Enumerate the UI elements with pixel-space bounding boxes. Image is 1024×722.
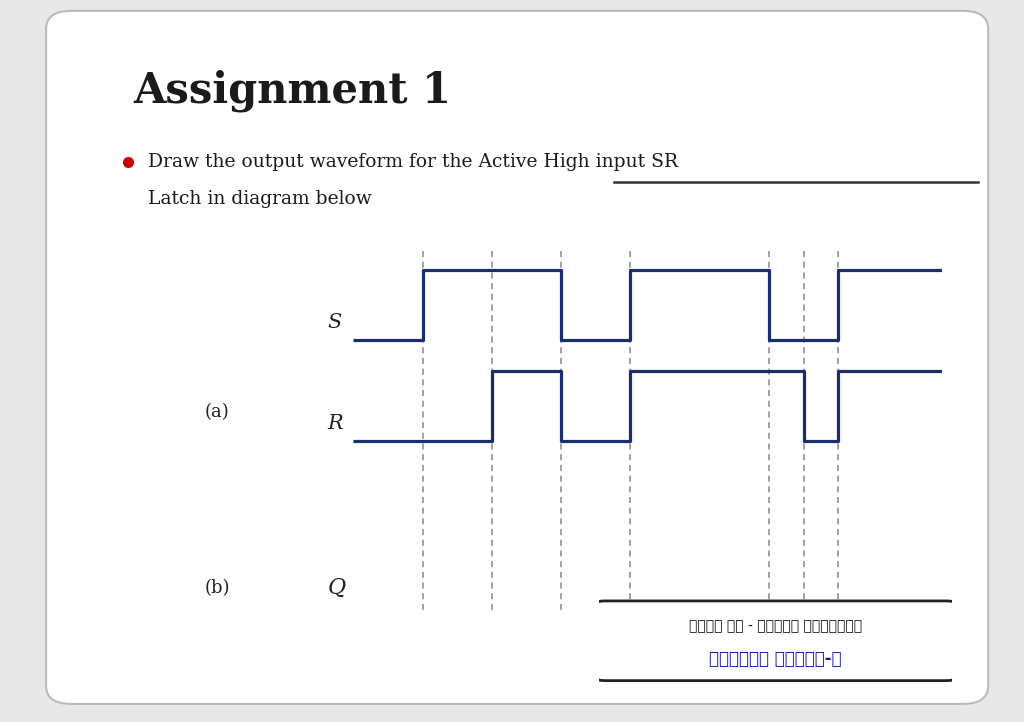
FancyBboxPatch shape <box>46 11 988 704</box>
Text: Draw the output waveform for the Active High input SR: Draw the output waveform for the Active … <box>148 154 679 171</box>
Text: (b): (b) <box>205 580 230 597</box>
Text: খাতা নং - দর্শন বিজ্ঞান: খাতা নং - দর্শন বিজ্ঞান <box>689 619 862 632</box>
Text: Assignment 1: Assignment 1 <box>133 69 452 111</box>
Text: Latch in diagram below: Latch in diagram below <box>148 190 373 207</box>
Text: স্নাতক পার্ট-১: স্নাতক পার্ট-১ <box>710 650 842 668</box>
Text: R: R <box>328 414 343 433</box>
Text: Q: Q <box>328 578 346 599</box>
Text: S: S <box>328 313 342 332</box>
Text: (a): (a) <box>205 404 229 421</box>
FancyBboxPatch shape <box>596 601 955 681</box>
